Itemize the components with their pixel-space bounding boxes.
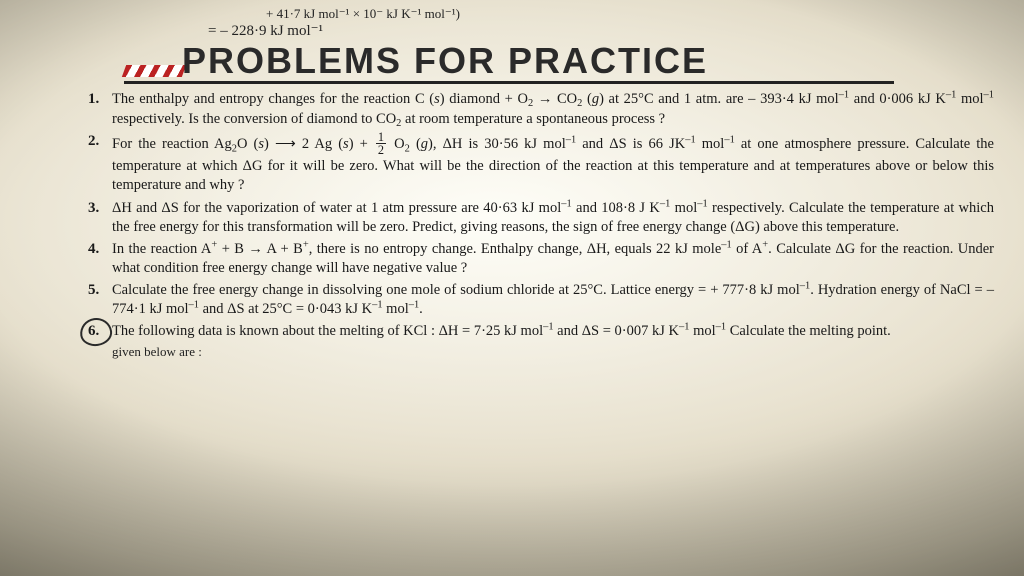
top-fragment-line2: = – 228·9 kJ mol⁻¹ <box>208 22 994 40</box>
problem-item: In the reaction A+ + B → A + B+, there i… <box>88 240 994 278</box>
problem-item: For the reaction Ag2O (s) ⟶ 2 Ag (s) + 1… <box>88 132 994 196</box>
heading-o-icon: O <box>236 42 266 80</box>
problem-item: Calculate the free energy change in diss… <box>88 281 994 319</box>
heading-underline <box>124 81 894 84</box>
section-heading: PROBLEMS FOR PRACTICE <box>124 42 994 80</box>
heading-block: PROBLEMS FOR PRACTICE <box>124 42 994 85</box>
problem-item: The enthalpy and entropy changes for the… <box>88 90 994 128</box>
heading-o-icon: O <box>438 42 468 80</box>
problem-list: The enthalpy and entropy changes for the… <box>88 90 994 341</box>
top-fragment-line1: + 41·7 kJ mol⁻¹ × 10⁻ kJ K⁻¹ mol⁻¹) <box>266 6 994 22</box>
heading-stripe-icon <box>122 65 186 77</box>
trailing-fragment: given below are : <box>112 344 994 360</box>
heading-part-c: R PRACTICE <box>468 40 708 81</box>
problem-item: ΔH and ΔS for the vaporization of water … <box>88 199 994 237</box>
top-fragment: + 41·7 kJ mol⁻¹ × 10⁻ kJ K⁻¹ mol⁻¹) = – … <box>208 6 994 40</box>
heading-part-b: BLEMS F <box>266 40 438 81</box>
textbook-page: + 41·7 kJ mol⁻¹ × 10⁻ kJ K⁻¹ mol⁻¹) = – … <box>0 0 1024 576</box>
heading-part-a: PR <box>182 40 236 81</box>
problem-item: The following data is known about the me… <box>88 322 994 341</box>
